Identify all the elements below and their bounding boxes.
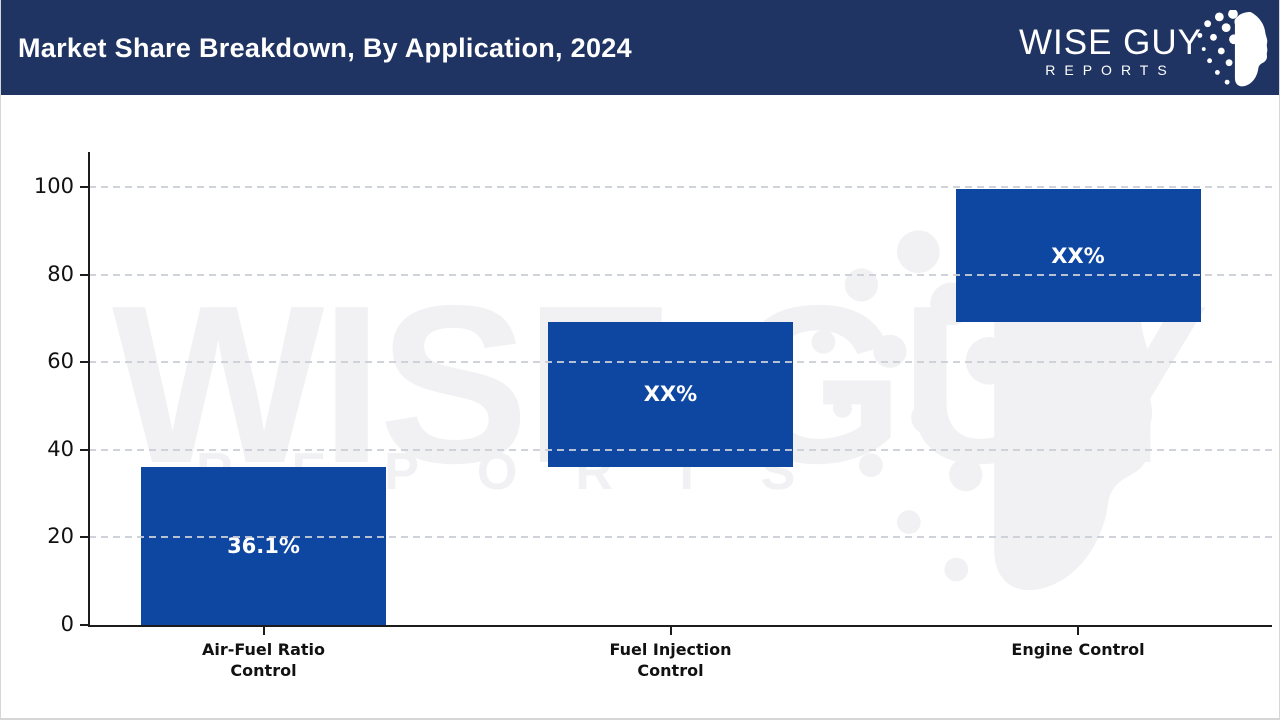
y-tick-label: 100 <box>33 174 74 198</box>
y-tick-label: 20 <box>47 524 74 549</box>
bar-value-label: XX% <box>1051 243 1105 268</box>
x-category-line1: Fuel Injection <box>609 640 732 659</box>
y-tick <box>80 448 88 451</box>
y-tick-label: 40 <box>47 436 74 461</box>
brand-subname: REPORTS <box>1045 62 1176 78</box>
y-tick <box>80 536 88 539</box>
bar: XX% <box>955 189 1201 322</box>
chart-title: Market Share Breakdown, By Application, … <box>18 33 632 63</box>
gridline <box>89 186 1272 188</box>
brand-logo-text: WISE GUY REPORTS <box>1018 23 1202 78</box>
y-tick-label: 60 <box>47 349 74 374</box>
y-tick <box>80 186 88 188</box>
x-tick <box>262 627 265 635</box>
y-tick <box>80 361 88 364</box>
x-tick <box>1077 627 1079 635</box>
x-category-line1: Engine Control <box>1011 640 1145 659</box>
gridline <box>89 536 1272 539</box>
gridline <box>89 448 1272 451</box>
bar: 36.1% <box>141 466 386 625</box>
brand-logo: WISE GUY REPORTS <box>1018 4 1270 92</box>
x-category-line2: Control <box>230 661 297 680</box>
x-category-line1: Air-Fuel Ratio <box>201 640 326 659</box>
y-axis-line <box>88 152 90 627</box>
x-tick <box>669 627 672 635</box>
gridline <box>89 273 1272 276</box>
y-tick <box>80 273 88 276</box>
header-bar: Market Share Breakdown, By Application, … <box>0 0 1280 95</box>
x-category-label: Fuel Injection Control <box>531 639 811 681</box>
bar: XX% <box>548 321 793 467</box>
y-tick-label: 0 <box>60 612 74 636</box>
x-category-label: Air-Fuel Ratio Control <box>124 639 404 681</box>
y-tick-label: 80 <box>47 261 74 286</box>
x-category-line2: Control <box>637 661 704 680</box>
gridline <box>89 361 1272 364</box>
bar-value-label: XX% <box>643 382 698 407</box>
y-tick <box>80 624 88 626</box>
brand-face-icon <box>1197 10 1268 87</box>
x-axis-line <box>88 625 1272 627</box>
x-category-label: Engine Control <box>938 639 1218 660</box>
brand-name: WISE GUY <box>1018 23 1202 62</box>
